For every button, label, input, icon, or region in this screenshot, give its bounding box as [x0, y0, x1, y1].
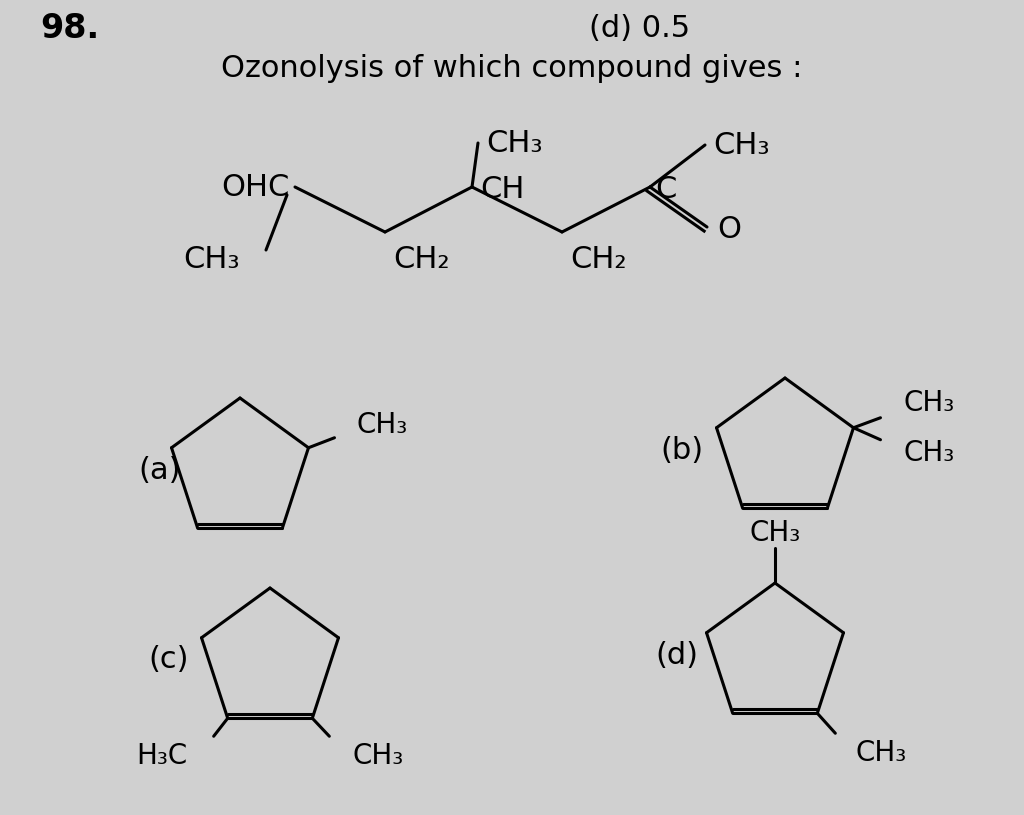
Text: Ozonolysis of which compound gives :: Ozonolysis of which compound gives :: [221, 54, 803, 82]
Text: CH₃: CH₃: [750, 519, 801, 547]
Text: 98.: 98.: [40, 11, 99, 45]
Text: CH₃: CH₃: [183, 245, 240, 275]
Text: CH₂: CH₂: [570, 245, 627, 274]
Text: H₃C: H₃C: [136, 742, 187, 770]
Text: (c): (c): [148, 645, 188, 675]
Text: CH₃: CH₃: [352, 742, 403, 770]
Text: OHC: OHC: [221, 173, 290, 201]
Text: CH₃: CH₃: [903, 438, 954, 467]
Text: CH₃: CH₃: [356, 411, 408, 438]
Text: CH₃: CH₃: [713, 130, 769, 160]
Text: CH₂: CH₂: [393, 245, 450, 274]
Text: (b): (b): [660, 435, 703, 465]
Text: (d): (d): [655, 641, 698, 669]
Text: (a): (a): [138, 456, 180, 484]
Text: CH₃: CH₃: [855, 739, 906, 767]
Text: (d) 0.5: (d) 0.5: [590, 14, 690, 42]
Text: O: O: [717, 214, 741, 244]
Text: CH₃: CH₃: [486, 129, 543, 157]
Text: CH₃: CH₃: [903, 389, 954, 416]
Text: CH: CH: [480, 174, 524, 204]
Text: C: C: [655, 174, 677, 204]
